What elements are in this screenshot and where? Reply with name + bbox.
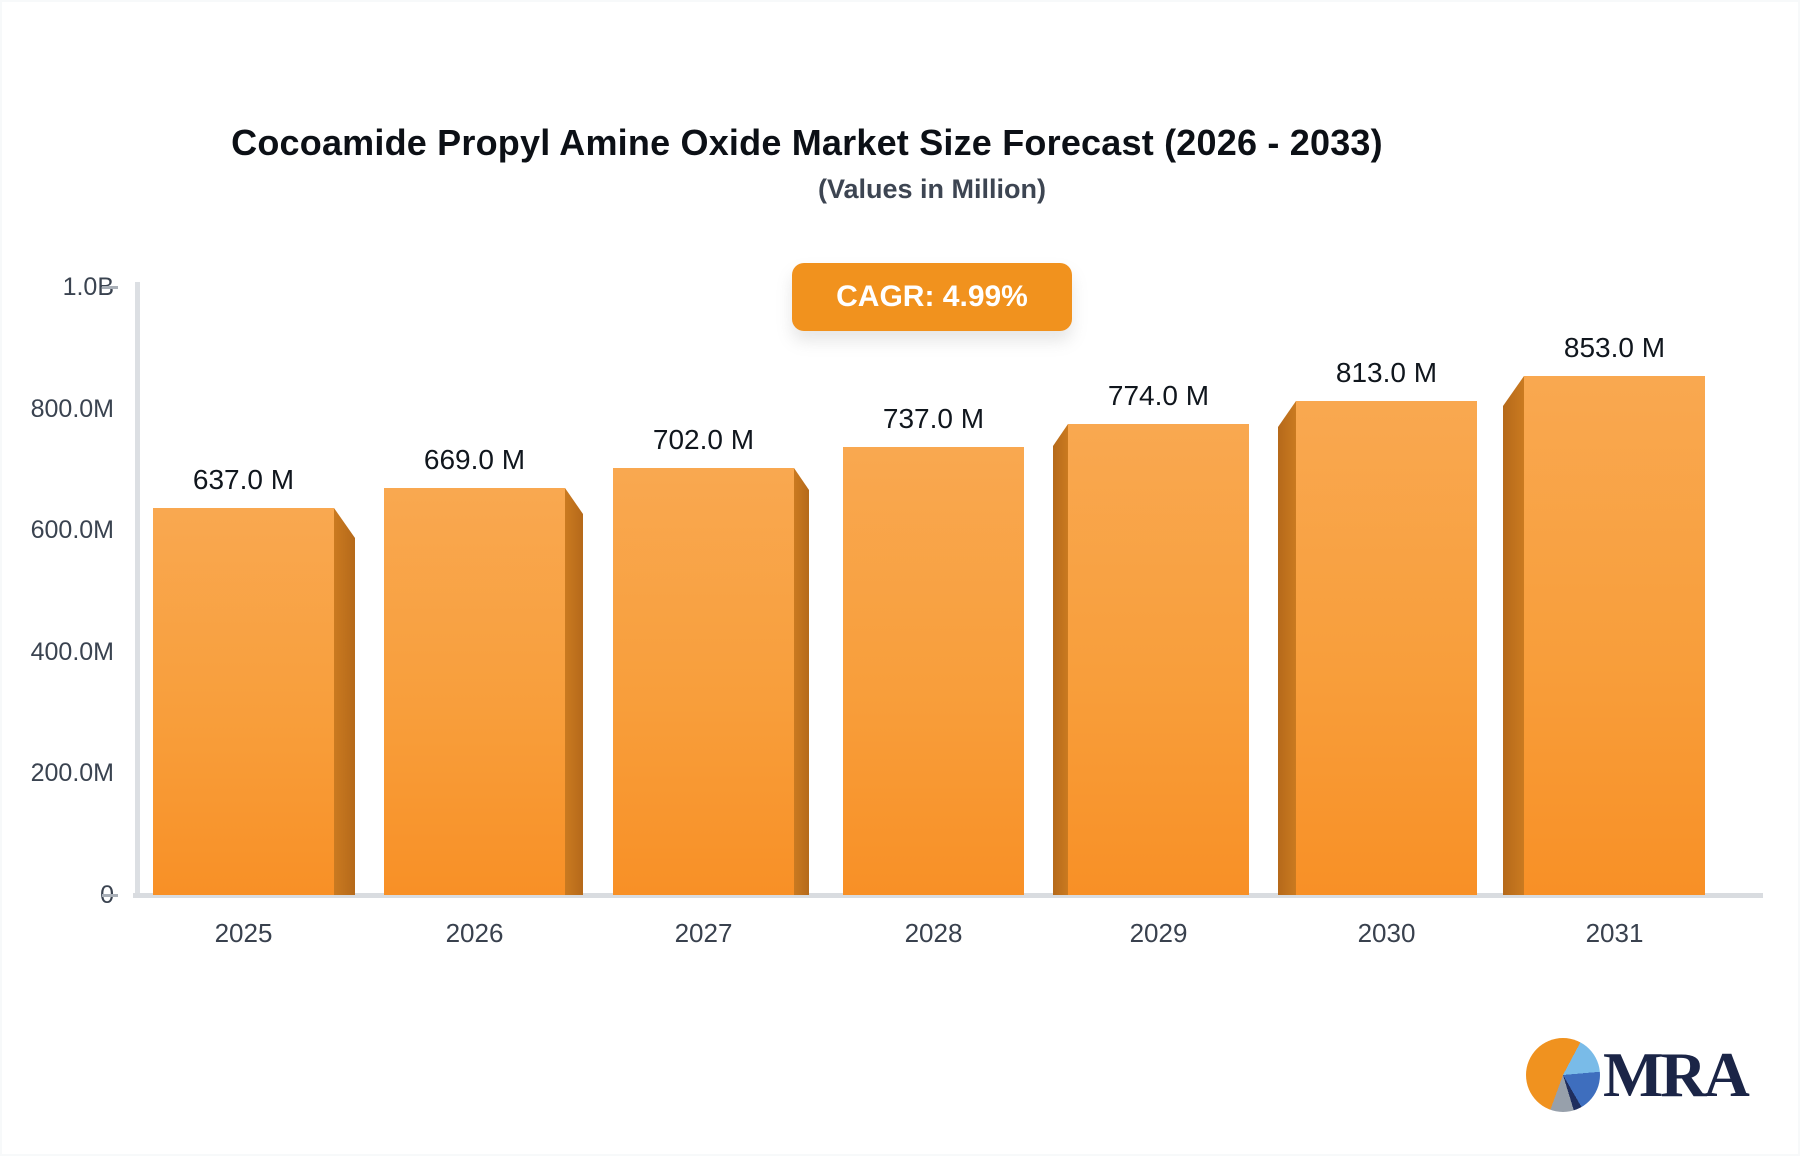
bar-side-face <box>565 488 583 895</box>
x-tick-label: 2026 <box>445 918 504 948</box>
x-tick-label: 2029 <box>1129 918 1188 948</box>
pie-chart-logo-icon <box>1526 1038 1600 1112</box>
brand-logo-text: MRA <box>1603 1039 1750 1110</box>
y-tick-label: 1.0B <box>62 273 114 301</box>
chart-subtitle: (Values in Million) <box>817 174 1047 204</box>
x-axis-line <box>133 893 1763 898</box>
bar-2026 <box>384 488 565 895</box>
x-tick-label: 2027 <box>674 918 733 948</box>
bar-side-face <box>334 508 355 895</box>
y-tick-mark <box>102 286 118 289</box>
y-tick-label: 600.0M <box>30 516 114 545</box>
x-tick-label: 2031 <box>1585 918 1644 948</box>
y-tick-label: 200.0M <box>30 759 114 788</box>
y-axis-line <box>135 282 140 897</box>
bar-2027 <box>613 468 794 895</box>
bar-side-face <box>1278 401 1296 895</box>
bar-2031 <box>1524 376 1705 895</box>
bar-value-label: 774.0 M <box>1107 380 1210 411</box>
x-tick-label: 2028 <box>904 918 963 948</box>
y-tick-label: 0 <box>2 880 114 910</box>
cagr-badge: CAGR: 4.99% <box>792 263 1072 331</box>
bar-side-face <box>1053 424 1068 895</box>
x-tick-label: 2030 <box>1357 918 1416 948</box>
y-tick-mark <box>102 894 118 897</box>
bar-2029 <box>1068 424 1249 895</box>
bar-value-label: 813.0 M <box>1335 357 1438 388</box>
x-tick-label: 2025 <box>214 918 273 948</box>
bar-value-label: 702.0 M <box>652 424 755 455</box>
chart-title: Cocoamide Propyl Amine Oxide Market Size… <box>231 122 1383 164</box>
y-tick-label: 400.0M <box>30 637 114 666</box>
bar-2025 <box>153 508 334 895</box>
bar-value-label: 853.0 M <box>1563 332 1666 363</box>
y-tick-label: 800.0M <box>30 394 114 423</box>
bar-value-label: 637.0 M <box>192 464 295 495</box>
bar-value-label: 669.0 M <box>423 444 526 475</box>
bar-2030 <box>1296 401 1477 895</box>
bar-value-label: 737.0 M <box>882 403 985 434</box>
brand-logo: MRA <box>1526 1038 1750 1112</box>
bar-2028 <box>843 447 1024 895</box>
bar-side-face <box>794 468 809 895</box>
bar-side-face <box>1503 376 1524 895</box>
